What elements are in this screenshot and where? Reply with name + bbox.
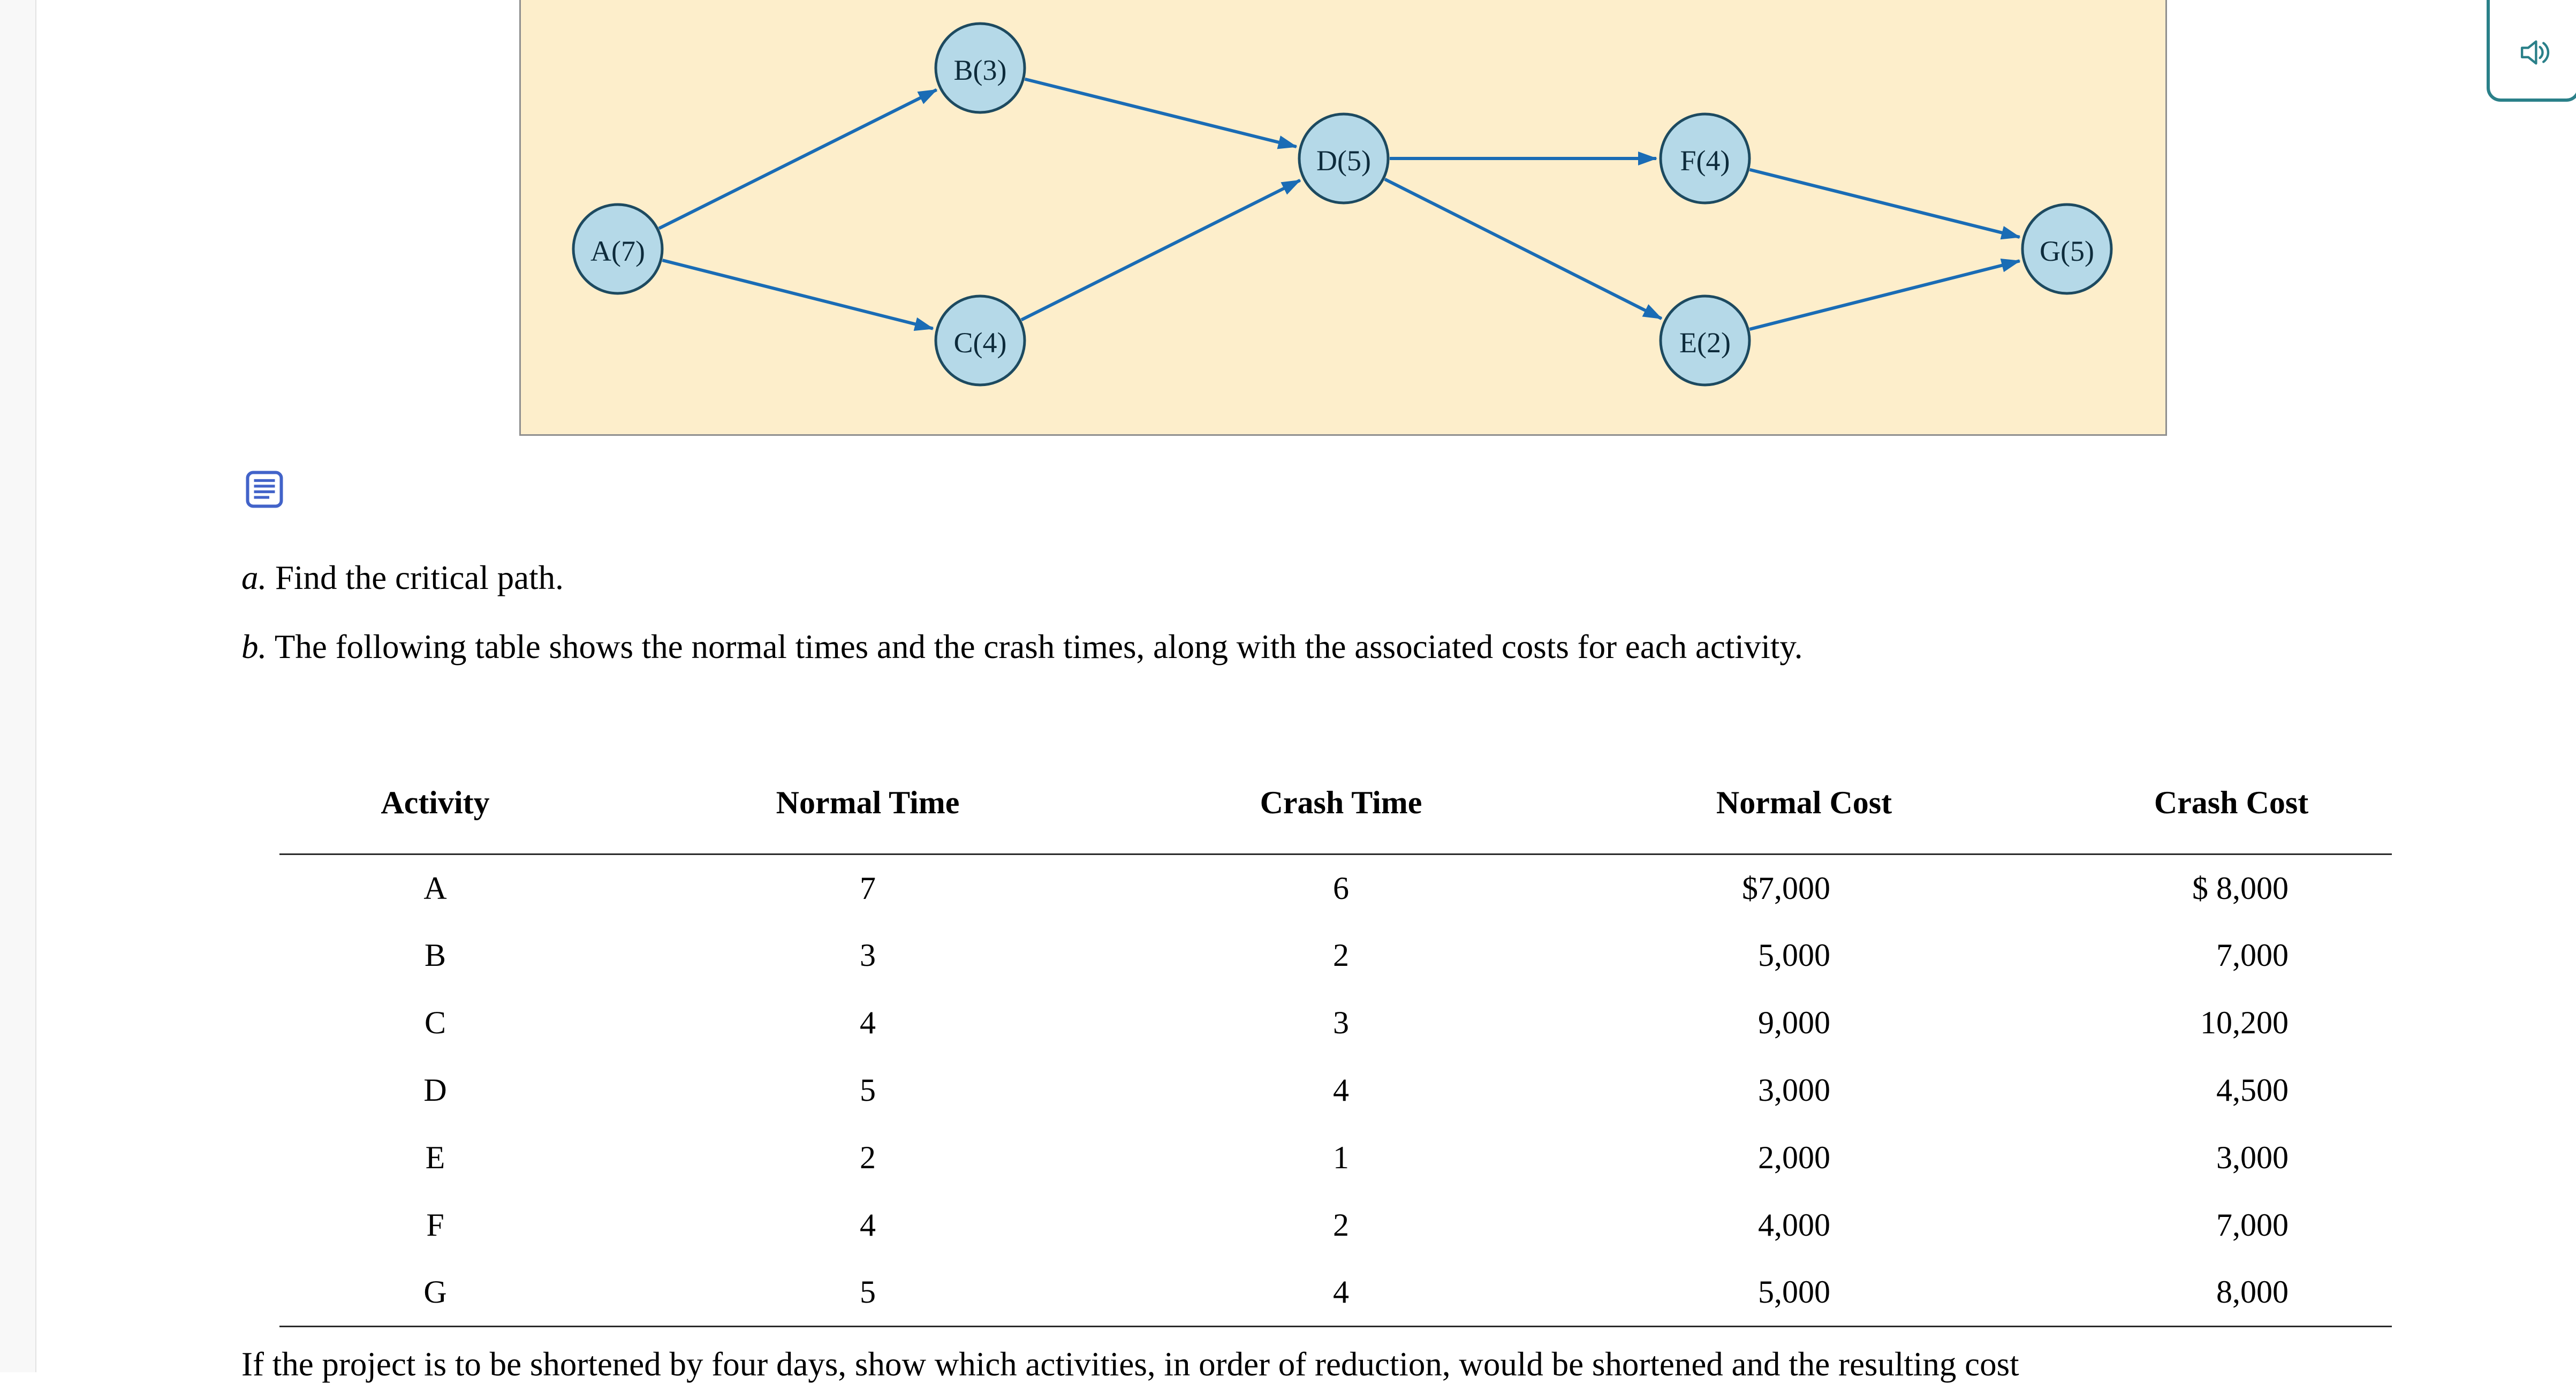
edge-D-E xyxy=(1384,178,1663,320)
activity-node-F: F(4) xyxy=(1659,112,1751,205)
table-cell: 2 xyxy=(1333,1207,1349,1243)
question-a-text: Find the critical path. xyxy=(275,559,564,596)
table-cell: $ 8,000 xyxy=(2192,870,2289,906)
activity-node-A: A(7) xyxy=(572,203,664,295)
table-row: F 4 2 4,000 7,000 xyxy=(279,1192,2392,1259)
table-cell: B xyxy=(424,937,446,973)
table-cell: D xyxy=(423,1072,447,1108)
table-cell: 7,000 xyxy=(2216,937,2289,973)
table-cell: 1 xyxy=(1333,1140,1349,1175)
table-cell: 7 xyxy=(860,870,876,906)
network-edges xyxy=(658,77,2021,331)
question-a: a. Find the critical path. xyxy=(241,558,564,598)
edge-C-D xyxy=(1020,179,1301,322)
edge-F-G xyxy=(1749,168,2021,240)
cost-table-wrap: Activity Normal Time Crash Time Normal Cost… xyxy=(279,774,2392,1327)
table-cell: 3 xyxy=(860,937,876,973)
question-b: b. The following table shows the normal … xyxy=(241,627,1803,667)
cost-table-header-row: Activity Normal Time Crash Time Normal Cost… xyxy=(279,774,2392,855)
edge-A-C xyxy=(662,259,934,331)
table-cell: 2,000 xyxy=(1758,1140,1830,1175)
table-cell: 4 xyxy=(860,1207,876,1243)
table-cell: 4 xyxy=(860,1005,876,1040)
audio-button[interactable] xyxy=(2487,0,2576,102)
table-row: D 5 4 3,000 4,500 xyxy=(279,1057,2392,1124)
table-cell: 5 xyxy=(860,1072,876,1108)
activity-node-G: G(5) xyxy=(2021,203,2113,295)
table-cell: 4 xyxy=(1145,1259,1537,1327)
table-cell: 7,000 xyxy=(2216,1207,2289,1243)
activity-node-label: A(7) xyxy=(590,235,645,267)
column-header: Crash Cost xyxy=(2071,774,2392,855)
activity-node-E: E(2) xyxy=(1659,294,1751,387)
table-cell: 5 xyxy=(591,1259,1145,1327)
activity-node-label: C(4) xyxy=(954,327,1007,359)
activity-node-label: B(3) xyxy=(954,54,1007,86)
table-cell: C xyxy=(424,1005,446,1040)
table-cell: 5,000 xyxy=(1537,1259,2071,1327)
table-cell: G xyxy=(279,1259,591,1327)
table-cell: 2 xyxy=(1333,937,1349,973)
network-diagram-panel: A(7) B(3) C(4) D(5) F(4) E(2) G(5) xyxy=(519,0,2167,436)
network-nodes: A(7) B(3) C(4) D(5) F(4) E(2) G(5) xyxy=(572,22,2113,387)
table-cell: 10,200 xyxy=(2200,1005,2289,1040)
cost-table-body: A 7 6 $7,000 $ 8,000 B 3 2 5,000 7,000 C 4 3 9,000 10,… xyxy=(279,854,2392,1327)
activity-node-label: D(5) xyxy=(1316,145,1371,177)
activity-node-label: E(2) xyxy=(1679,327,1731,359)
table-cell: F xyxy=(426,1207,444,1243)
table-cell: A xyxy=(423,870,447,906)
footer-question-text: If the project is to be shortened by fou… xyxy=(241,1345,2019,1383)
question-a-label: a. xyxy=(241,559,267,596)
column-header: Activity xyxy=(279,774,591,855)
table-cell: 4,500 xyxy=(2216,1072,2289,1108)
activity-node-label: G(5) xyxy=(2040,235,2094,267)
table-cell: 3,000 xyxy=(2216,1140,2289,1175)
table-cell: 9,000 xyxy=(1758,1005,1830,1040)
speaker-icon xyxy=(2520,40,2549,65)
table-cell: 4,000 xyxy=(1758,1207,1830,1243)
question-b-label: b. xyxy=(241,628,267,665)
table-cell: 3,000 xyxy=(1758,1072,1830,1108)
table-cell: 5,000 xyxy=(1758,937,1830,973)
table-cell: 6 xyxy=(1333,870,1349,906)
table-cell: $7,000 xyxy=(1742,870,1830,906)
table-row: B 3 2 5,000 7,000 xyxy=(279,922,2392,989)
question-b-text: The following table shows the normal tim… xyxy=(274,628,1803,665)
table-cell: 3 xyxy=(1333,1005,1349,1040)
document-icon[interactable] xyxy=(245,470,284,509)
activity-node-label: F(4) xyxy=(1680,145,1730,177)
network-svg: A(7) B(3) C(4) D(5) F(4) E(2) G(5) xyxy=(572,22,2113,387)
column-header: Normal Time xyxy=(591,774,1145,855)
table-cell: E xyxy=(425,1140,445,1175)
activity-node-C: C(4) xyxy=(934,294,1026,387)
left-gutter xyxy=(0,0,36,1372)
table-cell: 2 xyxy=(860,1140,876,1175)
table-cell: 4 xyxy=(1333,1072,1349,1108)
edge-B-D xyxy=(1024,77,1298,149)
column-header: Normal Cost xyxy=(1537,774,2071,855)
activity-node-B: B(3) xyxy=(934,22,1026,114)
table-row: G 5 4 5,000 8,000 xyxy=(279,1259,2392,1327)
table-row: C 4 3 9,000 10,200 xyxy=(279,989,2392,1057)
table-row: E 2 1 2,000 3,000 xyxy=(279,1124,2392,1192)
column-header: Crash Time xyxy=(1145,774,1537,855)
cost-table: Activity Normal Time Crash Time Normal Cost… xyxy=(279,774,2392,1327)
activity-node-D: D(5) xyxy=(1298,112,1390,205)
table-cell: 8,000 xyxy=(2071,1259,2392,1327)
edge-A-B xyxy=(658,88,938,230)
table-row: A 7 6 $7,000 $ 8,000 xyxy=(279,854,2392,922)
edge-E-G xyxy=(1749,259,2021,331)
